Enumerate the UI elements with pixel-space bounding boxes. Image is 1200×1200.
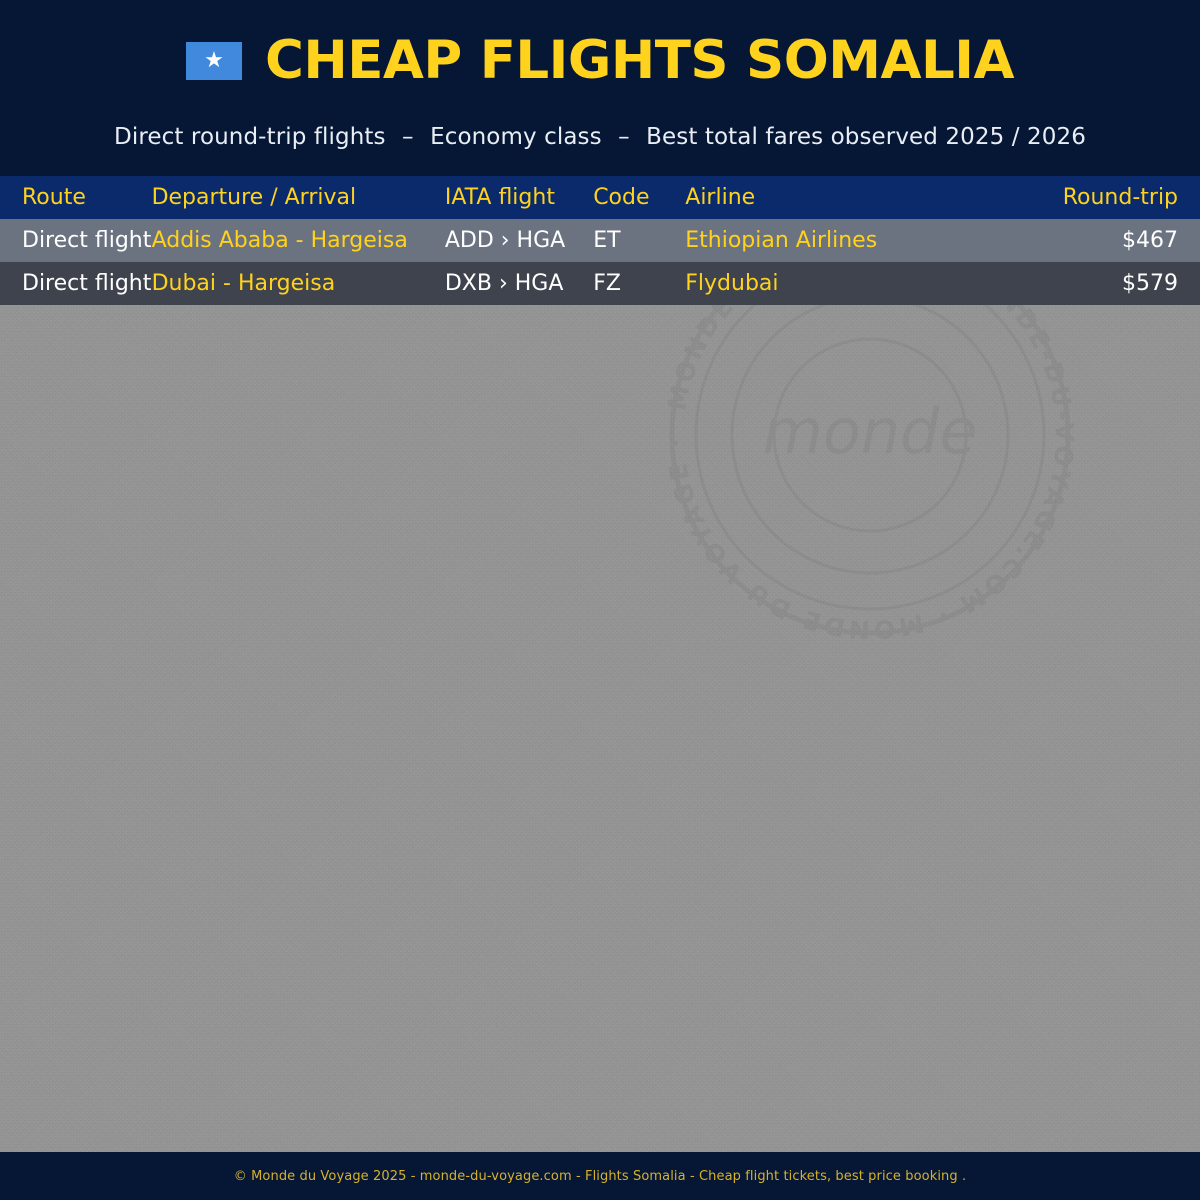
column-header-airline: Airline [685, 185, 756, 210]
cell-round-trip-price: $467 [1122, 228, 1179, 253]
cell-iata-flight: DXB › HGA [444, 271, 564, 296]
canvas-noise-texture [0, 305, 1200, 1152]
cell-departure-arrival: Addis Ababa - Hargeisa [151, 228, 408, 253]
table-header-row: Route Departure / Arrival IATA flight Co… [0, 176, 1200, 219]
subtitle-part-1: Direct round-trip flights [114, 124, 386, 150]
cell-route: Direct flight [22, 271, 152, 296]
table-row[interactable]: Direct flight Dubai - Hargeisa DXB › HGA… [0, 262, 1200, 305]
cell-code: ET [593, 228, 621, 253]
map-canvas-area: MONDE DU VOYAGE · MONDE-DU-VOYAGE.COM · … [0, 305, 1200, 1152]
column-header-iata-flight: IATA flight [444, 185, 555, 210]
table-row[interactable]: Direct flight Addis Ababa - Hargeisa ADD… [0, 219, 1200, 262]
page-footer: © Monde du Voyage 2025 - monde-du-voyage… [0, 1152, 1200, 1200]
somalia-flag-icon: ★ [185, 41, 242, 80]
cell-round-trip-price: $579 [1122, 271, 1179, 296]
cell-iata-flight: ADD › HGA [444, 228, 566, 253]
page-title: CHEAP FLIGHTS SOMALIA [264, 30, 1015, 91]
subtitle-separator-2: – [618, 124, 630, 150]
column-header-route: Route [22, 185, 86, 210]
column-header-code: Code [593, 185, 650, 210]
star-glyph: ★ [204, 47, 224, 73]
brand-row: ★ CHEAP FLIGHTS SOMALIA [0, 34, 1200, 87]
flights-table: Route Departure / Arrival IATA flight Co… [0, 176, 1200, 305]
cell-route: Direct flight [22, 228, 152, 253]
cell-departure-arrival: Dubai - Hargeisa [151, 271, 336, 296]
column-header-departure-arrival: Departure / Arrival [151, 185, 357, 210]
page-header: ★ CHEAP FLIGHTS SOMALIA Direct round-tri… [0, 0, 1200, 176]
subtitle-separator-1: – [402, 124, 414, 150]
subtitle-part-2: Economy class [430, 124, 602, 150]
footer-copyright-text: © Monde du Voyage 2025 - monde-du-voyage… [233, 1168, 967, 1184]
cell-airline: Flydubai [685, 271, 779, 296]
subtitle-part-3: Best total fares observed 2025 / 2026 [646, 124, 1086, 150]
cell-airline: Ethiopian Airlines [685, 228, 878, 253]
cell-code: FZ [593, 271, 621, 296]
column-header-round-trip: Round-trip [1062, 185, 1179, 210]
page-subtitle: Direct round-trip flights – Economy clas… [0, 124, 1200, 150]
